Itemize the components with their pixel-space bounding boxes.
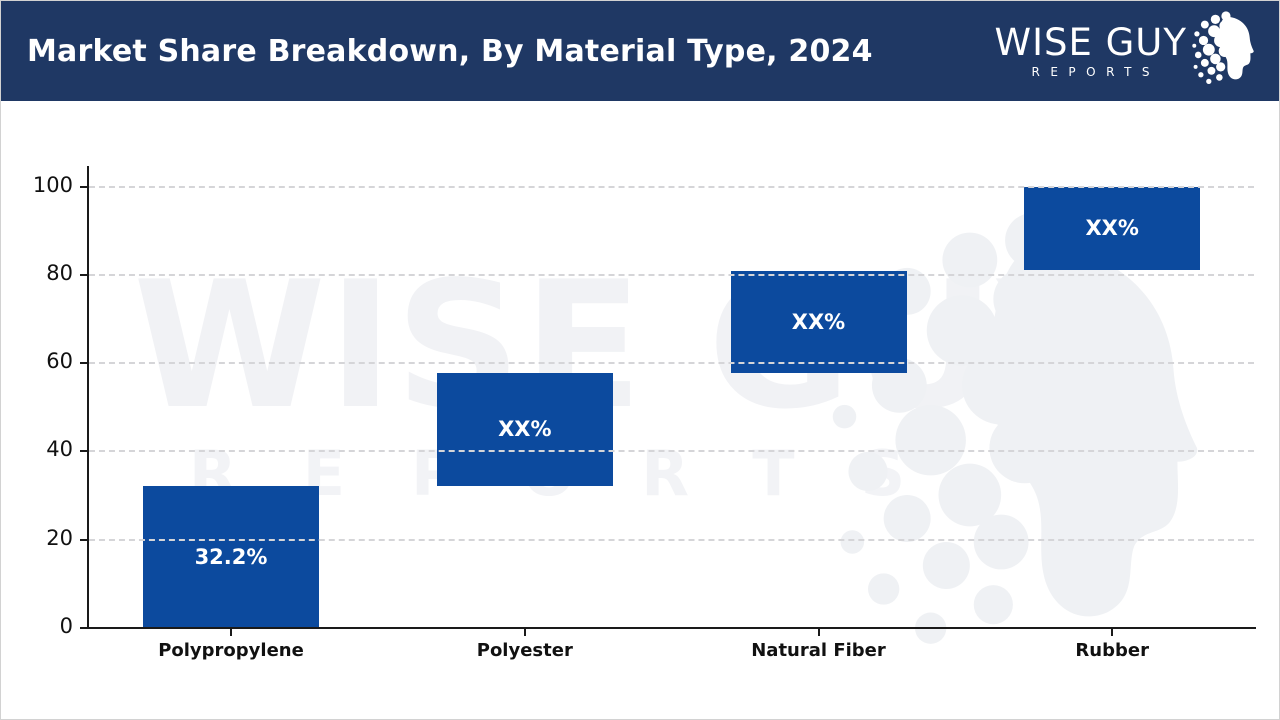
y-axis-tick-label: 100 bbox=[32, 172, 73, 197]
bar-value-label: 32.2% bbox=[194, 544, 268, 569]
y-axis-tick-label: 60 bbox=[46, 349, 73, 374]
page-title: Market Share Breakdown, By Material Type… bbox=[27, 33, 873, 69]
x-tick-mark bbox=[817, 629, 820, 636]
watermark-face-icon bbox=[809, 213, 1209, 683]
waterfall-bar-rubber: XX% bbox=[1024, 186, 1201, 271]
y-axis-line bbox=[87, 166, 89, 628]
y-tick-mark bbox=[80, 273, 88, 276]
y-axis-tick-label: 80 bbox=[46, 260, 73, 285]
x-axis-category-label: Natural Fiber bbox=[751, 640, 886, 661]
x-tick-mark bbox=[230, 629, 232, 636]
waterfall-bar-polyester: XX% bbox=[436, 372, 613, 486]
y-tick-mark bbox=[80, 450, 88, 453]
logo-subtitle: REPORTS bbox=[1031, 64, 1161, 79]
y-tick-mark bbox=[80, 185, 88, 188]
bar-value-label: XX% bbox=[791, 309, 846, 334]
wise-guy-face-icon bbox=[1189, 10, 1255, 92]
bar-value-label: XX% bbox=[1085, 216, 1139, 241]
gridline-80 bbox=[89, 273, 1254, 276]
gridline-100 bbox=[89, 185, 1254, 188]
logo-wordmark: WISE GUY bbox=[994, 20, 1187, 64]
x-axis-category-label: Polyester bbox=[476, 640, 573, 661]
gridline-60 bbox=[89, 362, 1254, 365]
x-tick-mark bbox=[523, 629, 526, 636]
y-tick-mark bbox=[80, 538, 88, 541]
x-axis-line bbox=[87, 627, 1256, 629]
y-axis-tick-label: 20 bbox=[46, 525, 73, 550]
header-bar: Market Share Breakdown, By Material Type… bbox=[1, 1, 1279, 101]
gridline-20 bbox=[89, 538, 1254, 541]
waterfall-bar-natural-fiber: XX% bbox=[730, 270, 907, 373]
wise-guy-logo: WISE GUY REPORTS bbox=[995, 10, 1255, 92]
bar-value-label: XX% bbox=[498, 417, 552, 442]
x-axis-category-label: Rubber bbox=[1075, 640, 1149, 661]
x-axis-category-label: Polypropylene bbox=[158, 640, 304, 661]
waterfall-bar-polypropylene: 32.2% bbox=[143, 485, 319, 628]
logo-text: WISE GUY REPORTS bbox=[995, 24, 1187, 79]
y-tick-mark bbox=[80, 627, 88, 629]
y-axis-tick-label: 40 bbox=[46, 437, 73, 462]
y-axis-tick-label: 0 bbox=[59, 614, 73, 638]
x-tick-mark bbox=[1111, 629, 1114, 636]
y-tick-mark bbox=[80, 362, 88, 365]
gridline-40 bbox=[89, 450, 1254, 453]
